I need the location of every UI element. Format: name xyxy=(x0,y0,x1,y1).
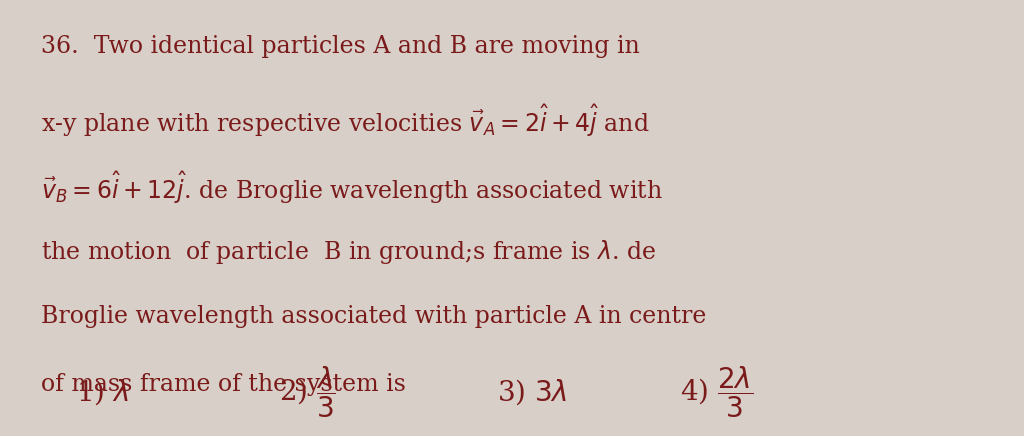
Text: 2) $\dfrac{\lambda}{3}$: 2) $\dfrac{\lambda}{3}$ xyxy=(279,364,336,420)
Text: 3) $3\lambda$: 3) $3\lambda$ xyxy=(498,378,567,407)
Text: of mass frame of the system is: of mass frame of the system is xyxy=(41,373,406,396)
Text: the motion  of particle  B in ground;s frame is $\lambda$. de: the motion of particle B in ground;s fra… xyxy=(41,238,656,266)
Text: 4) $\dfrac{2\lambda}{3}$: 4) $\dfrac{2\lambda}{3}$ xyxy=(680,364,754,420)
Text: 36.  Two identical particles A and B are moving in: 36. Two identical particles A and B are … xyxy=(41,35,640,58)
Text: Broglie wavelength associated with particle A in centre: Broglie wavelength associated with parti… xyxy=(41,305,707,328)
Text: x-y plane with respective velocities $\vec{v}_A = 2\hat{i}+4\hat{j}$ and: x-y plane with respective velocities $\v… xyxy=(41,102,649,139)
Text: $\vec{v}_B = 6\hat{i}+12\hat{j}$. de Broglie wavelength associated with: $\vec{v}_B = 6\hat{i}+12\hat{j}$. de Bro… xyxy=(41,170,663,207)
Text: 1) $\lambda$: 1) $\lambda$ xyxy=(76,378,129,407)
